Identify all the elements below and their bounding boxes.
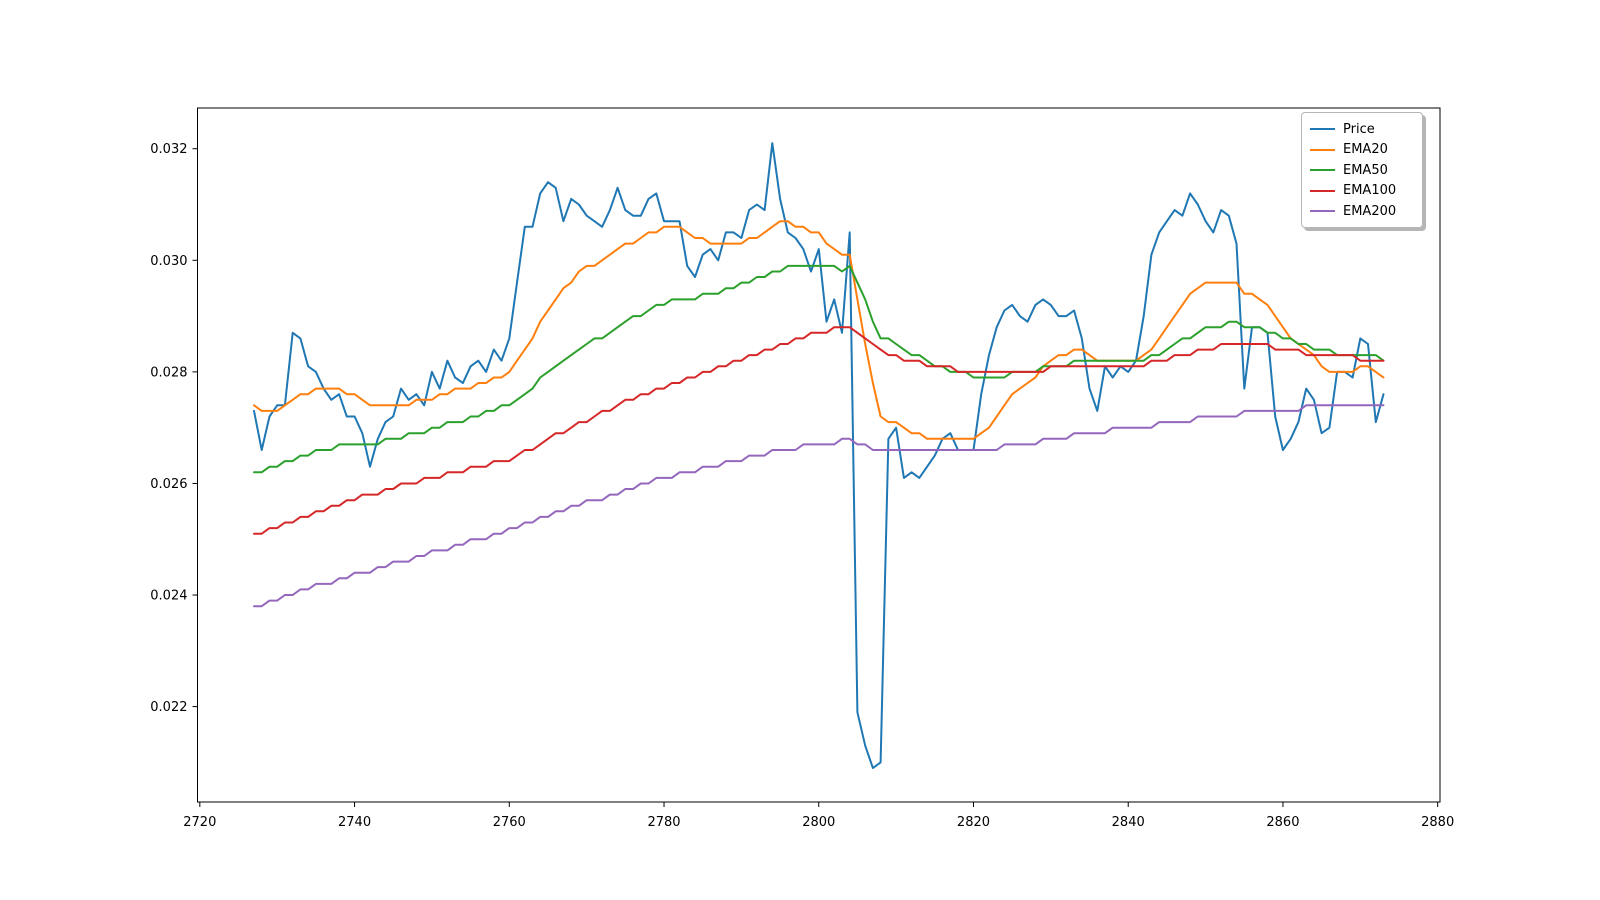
legend-line-icon xyxy=(1310,169,1335,172)
legend-line-icon xyxy=(1310,128,1335,131)
x-tick-label: 2740 xyxy=(338,815,371,830)
axes-frame xyxy=(197,107,1441,803)
legend-line-icon xyxy=(1310,189,1335,192)
y-tick-label: 0.028 xyxy=(150,365,187,380)
legend: Price EMA20 EMA50 EMA100 EMA200 xyxy=(1301,112,1423,228)
x-tick-label: 2780 xyxy=(647,815,680,830)
legend-line-icon xyxy=(1310,148,1335,151)
legend-entry-price: Price xyxy=(1310,119,1414,140)
series-line-ema200 xyxy=(253,404,1385,608)
series-line-ema20 xyxy=(253,220,1385,440)
legend-entry-ema200: EMA200 xyxy=(1310,201,1414,222)
x-tick-label: 2820 xyxy=(957,815,990,830)
legend-line-icon xyxy=(1310,210,1335,213)
x-tick-label: 2800 xyxy=(802,815,835,830)
y-tick-label: 0.032 xyxy=(150,142,187,157)
x-tick-label: 2720 xyxy=(183,815,216,830)
legend-entry-ema50: EMA50 xyxy=(1310,160,1414,181)
x-tick-label: 2760 xyxy=(493,815,526,830)
y-tick-label: 0.022 xyxy=(150,700,187,715)
series-line-ema100 xyxy=(253,326,1385,535)
legend-entry-ema100: EMA100 xyxy=(1310,181,1414,202)
y-tick-label: 0.024 xyxy=(150,589,187,604)
x-tick-label: 2880 xyxy=(1421,815,1454,830)
legend-entry-ema20: EMA20 xyxy=(1310,140,1414,161)
legend-label: EMA200 xyxy=(1343,203,1397,219)
legend-label: EMA50 xyxy=(1343,162,1388,178)
legend-label: Price xyxy=(1343,121,1375,137)
x-tick-label: 2860 xyxy=(1266,815,1299,830)
y-tick-label: 0.026 xyxy=(150,477,187,492)
legend-label: EMA20 xyxy=(1343,142,1388,158)
legend-label: EMA100 xyxy=(1343,183,1397,199)
series-line-price xyxy=(253,142,1385,769)
y-tick-label: 0.030 xyxy=(150,254,187,269)
x-tick-label: 2840 xyxy=(1112,815,1145,830)
series-line-ema50 xyxy=(253,264,1385,474)
